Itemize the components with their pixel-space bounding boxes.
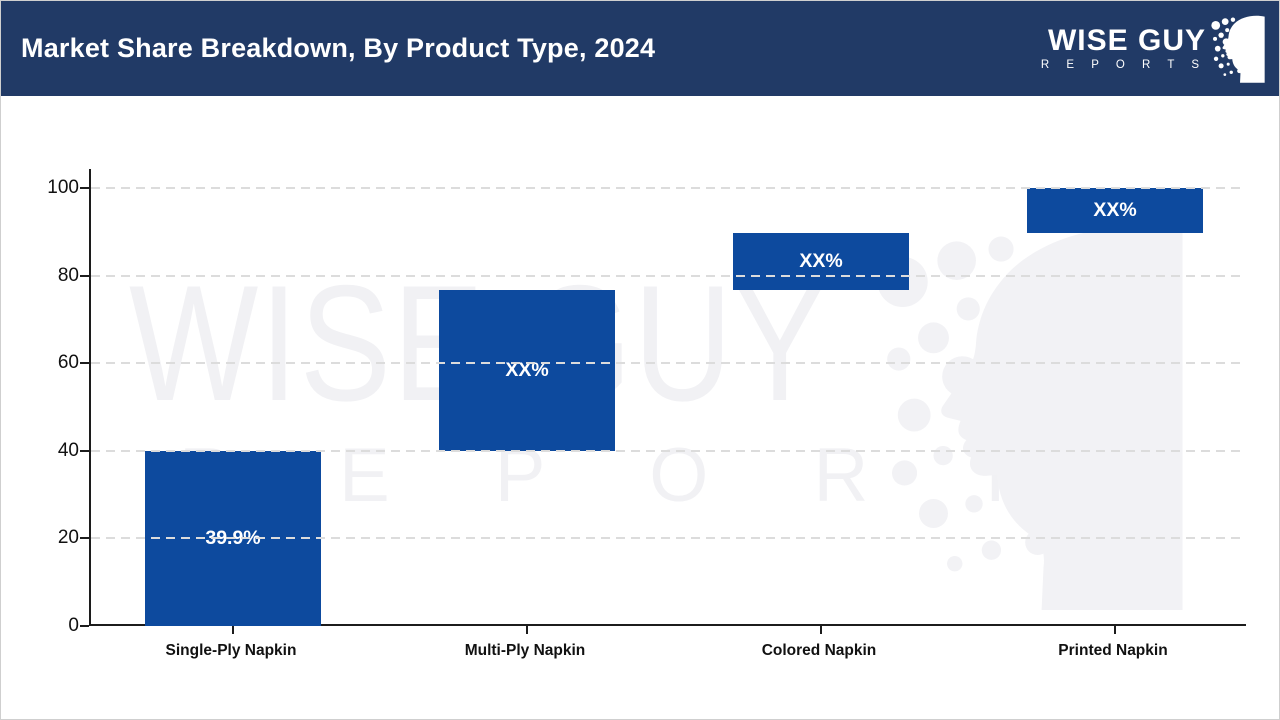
bar-value-label: XX%	[1093, 199, 1137, 222]
x-tick	[232, 626, 234, 634]
x-category-label: Colored Napkin	[761, 642, 877, 659]
header-band: Market Share Breakdown, By Product Type,…	[1, 1, 1279, 96]
x-tick	[526, 626, 528, 634]
gridline-100	[91, 187, 1246, 189]
chart: WISE GUY R E P O R T S 0 20 40 60 80 100 39.9…	[1, 96, 1279, 719]
y-tick-label: 60	[57, 352, 79, 374]
y-tick	[80, 362, 89, 365]
y-tick	[80, 625, 89, 627]
bar-1: XX%	[439, 289, 615, 452]
wiseguy-logo: WISE GUY R E P O R T S	[1041, 1, 1265, 96]
logo-subtitle: R E P O R T S	[1040, 59, 1206, 71]
y-tick-label: 20	[57, 527, 79, 549]
y-tick-label: 40	[57, 439, 79, 461]
wiseguy-face-icon	[1211, 15, 1265, 83]
logo-wordmark: WISE GUY	[1047, 24, 1206, 57]
bar-value-label: XX%	[505, 358, 549, 381]
y-tick-label: 0	[68, 615, 79, 636]
bar-2: XX%	[733, 233, 909, 290]
y-tick-label: 100	[47, 177, 79, 198]
gridline-60	[91, 362, 1246, 365]
x-tick	[820, 626, 822, 634]
x-category-label: Printed Napkin	[1058, 642, 1168, 659]
gridline-20	[91, 537, 1246, 540]
y-tick	[80, 449, 89, 452]
gridline-40	[91, 449, 1246, 452]
y-tick	[80, 187, 89, 189]
y-tick	[80, 537, 89, 540]
y-tick-label: 80	[57, 264, 79, 286]
x-tick	[1114, 626, 1116, 634]
page-title: Market Share Breakdown, By Product Type,…	[21, 33, 656, 63]
wiseguy-logo-text: WISE GUY R E P O R T S	[1040, 24, 1206, 72]
x-category-label: Multi-Ply Napkin	[464, 642, 586, 659]
gridline-80	[91, 274, 1246, 277]
bar-3: XX%	[1027, 188, 1203, 234]
bar-value-label: XX%	[799, 249, 843, 272]
x-category-label: Single-Ply Napkin	[165, 642, 297, 659]
plot-area: 39.9% XX% XX% XX%	[80, 169, 1246, 634]
y-tick	[80, 274, 89, 277]
